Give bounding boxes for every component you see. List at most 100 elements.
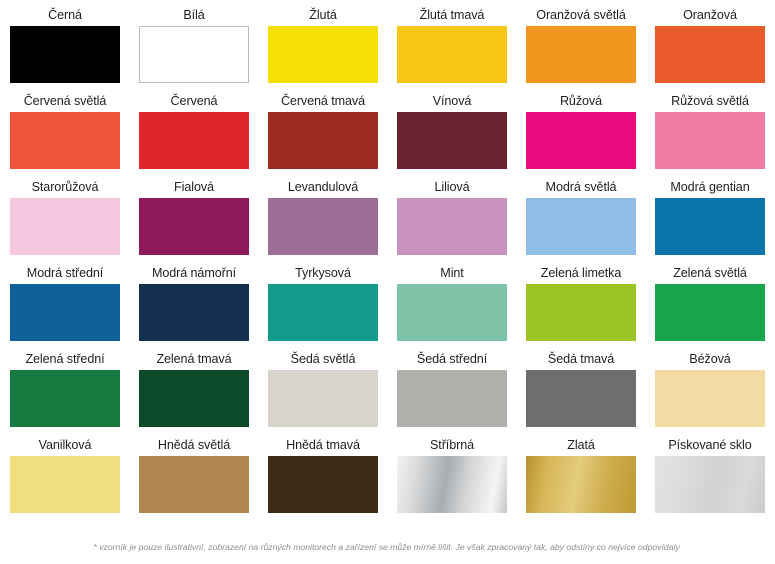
swatch-cell[interactable]: Mint <box>397 262 507 348</box>
swatch-cell[interactable]: Pískované sklo <box>655 434 765 520</box>
swatch-cell[interactable]: Oranžová světlá <box>526 4 636 90</box>
swatch-label: Vanilková <box>38 438 92 452</box>
swatch-label: Hnědá světlá <box>157 438 231 452</box>
swatch-cell[interactable]: Šedá střední <box>397 348 507 434</box>
swatch-cell[interactable]: Zlatá <box>526 434 636 520</box>
swatch-label: Modrá světlá <box>545 180 617 194</box>
swatch-chip[interactable] <box>526 370 636 427</box>
swatch-chip[interactable] <box>268 112 378 169</box>
swatch-chip[interactable] <box>655 456 765 513</box>
swatch-chip[interactable] <box>139 284 249 341</box>
swatch-cell[interactable]: Růžová světlá <box>655 90 765 176</box>
swatch-label: Modrá gentian <box>670 180 750 194</box>
swatch-cell[interactable]: Modrá světlá <box>526 176 636 262</box>
swatch-cell[interactable]: Stříbrná <box>397 434 507 520</box>
swatch-chip[interactable] <box>526 26 636 83</box>
swatch-chip[interactable] <box>397 198 507 255</box>
swatch-label: Levandulová <box>287 180 359 194</box>
swatch-label: Červená <box>170 94 218 108</box>
swatch-cell[interactable]: Červená světlá <box>10 90 120 176</box>
swatch-label: Růžová světlá <box>671 94 749 108</box>
swatch-label: Tyrkysová <box>295 266 351 280</box>
swatch-chip[interactable] <box>655 26 765 83</box>
swatch-cell[interactable]: Šedá světlá <box>268 348 378 434</box>
swatch-cell[interactable]: Béžová <box>655 348 765 434</box>
swatch-label: Hnědá tmavá <box>286 438 360 452</box>
swatch-cell[interactable]: Žlutá tmavá <box>397 4 507 90</box>
swatch-label: Modrá námořní <box>151 266 237 280</box>
swatch-cell[interactable]: Červená <box>139 90 249 176</box>
swatch-cell[interactable]: Šedá tmavá <box>526 348 636 434</box>
swatch-cell[interactable]: Modrá námořní <box>139 262 249 348</box>
swatch-cell[interactable]: Tyrkysová <box>268 262 378 348</box>
swatch-chip[interactable] <box>10 112 120 169</box>
swatch-chip[interactable] <box>655 198 765 255</box>
swatch-cell[interactable]: Červená tmavá <box>268 90 378 176</box>
swatch-label: Mint <box>440 266 464 280</box>
swatch-chip[interactable] <box>139 370 249 427</box>
swatch-label: Bílá <box>183 8 205 22</box>
swatch-cell[interactable]: Žlutá <box>268 4 378 90</box>
swatch-chip[interactable] <box>268 26 378 83</box>
swatch-label: Šedá světlá <box>290 352 356 366</box>
swatch-chip[interactable] <box>139 26 249 83</box>
swatch-chip[interactable] <box>397 456 507 513</box>
swatch-chip[interactable] <box>397 370 507 427</box>
swatch-chip[interactable] <box>268 370 378 427</box>
swatch-cell[interactable]: Bílá <box>139 4 249 90</box>
swatch-chip[interactable] <box>526 112 636 169</box>
swatch-cell[interactable]: Černá <box>10 4 120 90</box>
swatch-chip[interactable] <box>397 112 507 169</box>
swatch-chip[interactable] <box>10 284 120 341</box>
swatch-chip[interactable] <box>268 456 378 513</box>
swatch-label: Zelená limetka <box>540 266 622 280</box>
swatch-label: Oranžová světlá <box>536 8 626 22</box>
swatch-cell[interactable]: Růžová <box>526 90 636 176</box>
swatch-chip[interactable] <box>655 112 765 169</box>
swatch-chip[interactable] <box>397 284 507 341</box>
swatch-cell[interactable]: Vanilková <box>10 434 120 520</box>
swatch-chip[interactable] <box>655 284 765 341</box>
swatch-cell[interactable]: Hnědá tmavá <box>268 434 378 520</box>
swatch-chip[interactable] <box>10 456 120 513</box>
swatch-chip[interactable] <box>268 284 378 341</box>
swatch-chip[interactable] <box>268 198 378 255</box>
swatch-label: Černá <box>48 8 82 22</box>
swatch-cell[interactable]: Zelená limetka <box>526 262 636 348</box>
swatch-chip[interactable] <box>526 198 636 255</box>
swatch-chip[interactable] <box>10 26 120 83</box>
swatch-cell[interactable]: Liliová <box>397 176 507 262</box>
swatch-label: Růžová <box>559 94 603 108</box>
swatch-cell[interactable]: Vínová <box>397 90 507 176</box>
swatch-cell[interactable]: Zelená střední <box>10 348 120 434</box>
swatch-label: Žlutá tmavá <box>419 8 485 22</box>
swatch-cell[interactable]: Starorůžová <box>10 176 120 262</box>
swatch-label: Oranžová <box>683 8 737 22</box>
swatch-label: Zelená světlá <box>673 266 747 280</box>
swatch-cell[interactable]: Oranžová <box>655 4 765 90</box>
swatch-cell[interactable]: Modrá gentian <box>655 176 765 262</box>
swatch-label: Liliová <box>434 180 470 194</box>
swatch-chip[interactable] <box>139 456 249 513</box>
swatch-chip[interactable] <box>397 26 507 83</box>
swatch-label: Vínová <box>432 94 472 108</box>
swatch-label: Modrá střední <box>26 266 104 280</box>
swatch-label: Šedá střední <box>416 352 488 366</box>
swatch-cell[interactable]: Levandulová <box>268 176 378 262</box>
swatch-label: Šedá tmavá <box>547 352 615 366</box>
swatch-cell[interactable]: Zelená světlá <box>655 262 765 348</box>
swatch-chip[interactable] <box>139 198 249 255</box>
swatch-label: Žlutá <box>309 8 337 22</box>
swatch-label: Starorůžová <box>31 180 99 194</box>
swatch-cell[interactable]: Modrá střední <box>10 262 120 348</box>
swatch-label: Béžová <box>689 352 731 366</box>
swatch-cell[interactable]: Zelená tmavá <box>139 348 249 434</box>
swatch-chip[interactable] <box>526 456 636 513</box>
swatch-chip[interactable] <box>10 370 120 427</box>
swatch-chip[interactable] <box>655 370 765 427</box>
swatch-chip[interactable] <box>526 284 636 341</box>
swatch-cell[interactable]: Fialová <box>139 176 249 262</box>
swatch-cell[interactable]: Hnědá světlá <box>139 434 249 520</box>
swatch-chip[interactable] <box>10 198 120 255</box>
swatch-chip[interactable] <box>139 112 249 169</box>
